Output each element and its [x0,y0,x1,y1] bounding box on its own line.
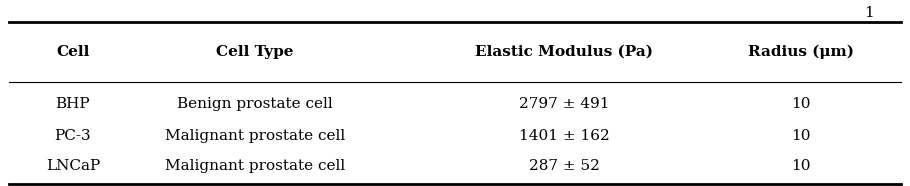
Text: 1: 1 [864,6,874,20]
Text: Elastic Modulus (Pa): Elastic Modulus (Pa) [475,45,653,59]
Text: 10: 10 [791,158,811,173]
Text: Malignant prostate cell: Malignant prostate cell [165,158,345,173]
Text: 10: 10 [791,97,811,111]
Text: Cell: Cell [56,45,89,59]
Text: LNCaP: LNCaP [46,158,100,173]
Text: 10: 10 [791,129,811,143]
Text: Benign prostate cell: Benign prostate cell [177,97,333,111]
Text: Cell Type: Cell Type [216,45,294,59]
Text: Malignant prostate cell: Malignant prostate cell [165,129,345,143]
Text: 2797 ± 491: 2797 ± 491 [519,97,610,111]
Text: Radius (μm): Radius (μm) [748,45,854,59]
Text: 287 ± 52: 287 ± 52 [529,158,600,173]
Text: PC-3: PC-3 [55,129,91,143]
Text: BHP: BHP [56,97,90,111]
Text: 1401 ± 162: 1401 ± 162 [519,129,610,143]
